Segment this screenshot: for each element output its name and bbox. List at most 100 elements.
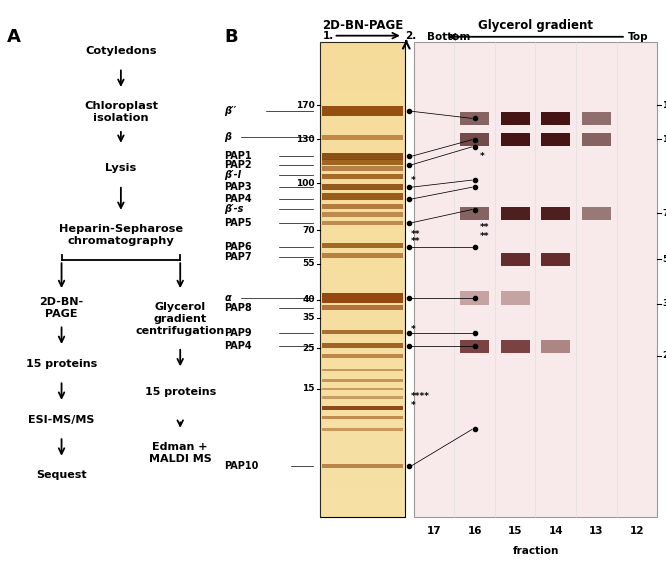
Bar — [322, 464, 403, 469]
Bar — [320, 242, 405, 247]
Bar — [322, 184, 403, 190]
Bar — [320, 313, 405, 318]
Bar — [320, 180, 405, 185]
Bar — [320, 214, 405, 218]
Bar — [320, 460, 405, 465]
Bar — [320, 237, 405, 242]
Text: **: ** — [411, 230, 420, 239]
Bar — [320, 232, 405, 237]
Bar — [320, 436, 405, 441]
Text: 40: 40 — [302, 295, 315, 304]
Bar — [320, 342, 405, 346]
Text: PAP8: PAP8 — [224, 303, 252, 313]
Bar — [322, 204, 403, 208]
Text: *: * — [411, 325, 416, 334]
Bar — [322, 379, 403, 382]
Text: Lysis: Lysis — [105, 163, 137, 173]
Bar — [320, 199, 405, 204]
Bar — [322, 293, 403, 303]
Bar — [501, 133, 530, 146]
Bar — [322, 135, 403, 140]
Bar — [320, 427, 405, 432]
Bar — [320, 470, 405, 474]
Text: *: * — [411, 176, 416, 184]
Bar — [320, 128, 405, 133]
Bar — [320, 285, 405, 289]
Bar — [320, 80, 405, 85]
Text: α: α — [224, 293, 231, 303]
Bar — [501, 340, 530, 353]
Bar — [320, 265, 405, 270]
Text: ****: **** — [411, 392, 430, 400]
Bar — [320, 204, 405, 208]
Bar — [414, 42, 657, 517]
Text: 15: 15 — [508, 526, 522, 536]
Bar — [320, 484, 405, 489]
Bar — [320, 228, 405, 232]
Bar — [320, 280, 405, 285]
Bar — [320, 294, 405, 299]
Bar — [322, 166, 403, 171]
Bar — [320, 408, 405, 413]
Bar — [322, 368, 403, 371]
Bar — [501, 291, 530, 304]
Bar — [322, 416, 403, 419]
Text: β′-l: β′-l — [224, 171, 241, 180]
Bar — [320, 223, 405, 228]
Bar — [320, 399, 405, 403]
Bar — [320, 61, 405, 66]
Bar — [320, 175, 405, 180]
Text: 15 proteins: 15 proteins — [26, 359, 97, 368]
Bar — [320, 508, 405, 513]
Bar — [320, 52, 405, 56]
Bar — [320, 190, 405, 194]
Bar — [320, 389, 405, 394]
Bar — [581, 112, 611, 125]
Bar — [320, 90, 405, 95]
Text: PAP5: PAP5 — [224, 218, 252, 228]
Bar — [320, 456, 405, 460]
Bar — [320, 403, 405, 408]
Bar — [322, 174, 403, 179]
Bar — [320, 270, 405, 275]
Bar — [320, 370, 405, 375]
Bar — [320, 171, 405, 175]
Bar — [320, 47, 405, 52]
Bar — [322, 388, 403, 391]
Bar — [320, 56, 405, 61]
Text: Glycerol gradient: Glycerol gradient — [478, 19, 593, 32]
Text: 53: 53 — [663, 255, 666, 264]
Text: Cotyledons: Cotyledons — [85, 46, 157, 56]
Bar — [320, 513, 405, 517]
Bar — [320, 474, 405, 480]
Bar — [320, 465, 405, 470]
Text: *: * — [480, 152, 485, 161]
Text: Top: Top — [627, 32, 648, 42]
Bar — [320, 256, 405, 261]
Bar — [322, 406, 403, 410]
Bar — [322, 243, 403, 249]
Text: 12: 12 — [629, 526, 644, 536]
Text: A: A — [7, 29, 21, 47]
Bar — [320, 346, 405, 351]
Text: Sequest: Sequest — [36, 470, 87, 480]
Bar — [501, 253, 530, 266]
Bar — [320, 118, 405, 123]
Bar — [320, 304, 405, 308]
Text: 39: 39 — [663, 299, 666, 308]
Text: 25: 25 — [302, 344, 315, 353]
Text: β′-s: β′-s — [224, 204, 244, 214]
Text: ESI-MS/MS: ESI-MS/MS — [29, 414, 95, 424]
Text: β: β — [224, 132, 231, 143]
Bar — [322, 329, 403, 335]
Text: PAP3: PAP3 — [224, 182, 252, 192]
Text: 2D-BN-PAGE: 2D-BN-PAGE — [322, 19, 403, 32]
Text: *: * — [411, 401, 416, 410]
Text: **: ** — [411, 237, 420, 246]
Bar — [320, 365, 405, 370]
Bar — [320, 42, 405, 47]
Bar — [320, 351, 405, 356]
Text: PAP4: PAP4 — [224, 341, 252, 352]
Bar — [320, 451, 405, 456]
Text: 35: 35 — [302, 313, 315, 322]
